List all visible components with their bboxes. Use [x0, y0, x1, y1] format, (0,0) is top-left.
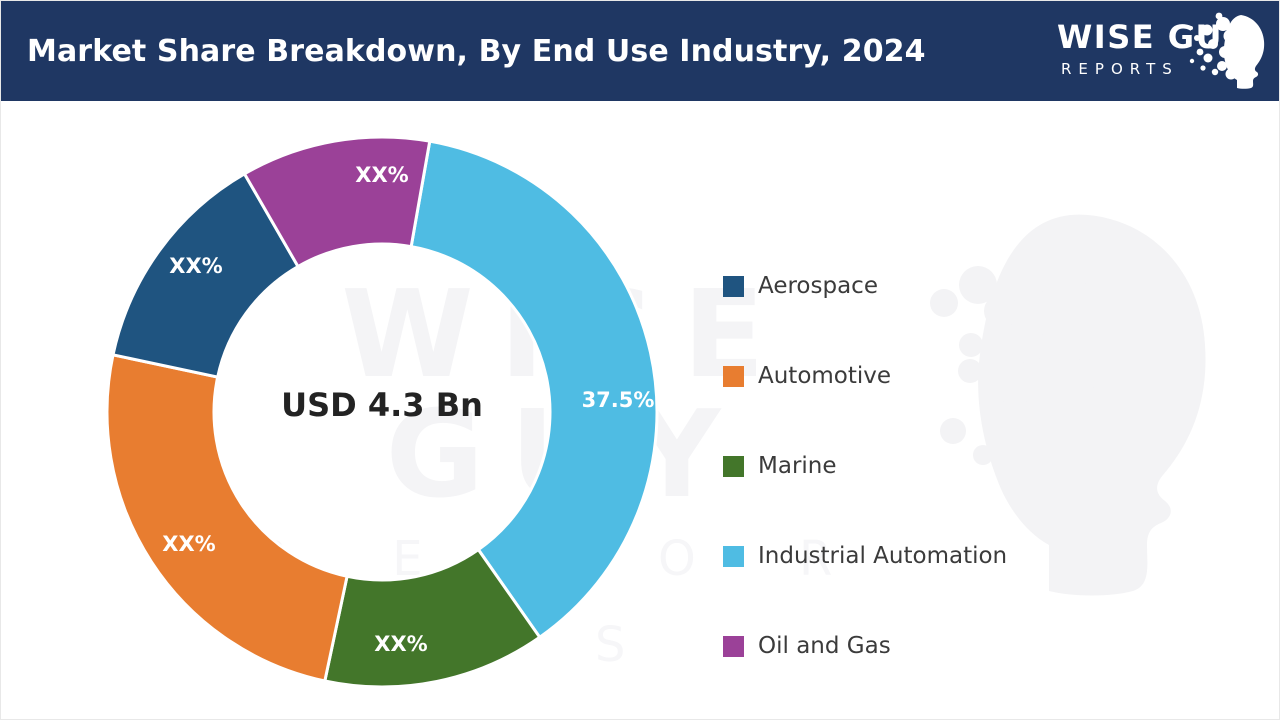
legend-swatch-icon [723, 545, 744, 567]
legend-item-label: Oil and Gas [758, 633, 891, 659]
slice-value-label: 37.5% [582, 388, 655, 412]
svg-text:REPORTS: REPORTS [1061, 60, 1179, 78]
legend-swatch-icon [723, 275, 744, 297]
svg-text:WISE GUY: WISE GUY [1057, 18, 1248, 56]
slice-value-label: XX% [374, 632, 427, 656]
chart-legend: Aerospace Automotive Marine Industrial Auto… [723, 241, 1143, 691]
legend-swatch-icon [723, 365, 744, 387]
wise-guy-reports-logo: WISE GUY REPORTS [1057, 12, 1265, 89]
legend-item-label: Marine [758, 453, 837, 479]
legend-item-marine[interactable]: Marine [723, 421, 1143, 511]
page-header: Market Share Breakdown, By End Use Indus… [1, 1, 1279, 101]
legend-swatch-icon [723, 455, 744, 477]
slice-value-label: XX% [169, 254, 222, 278]
legend-item-oil-and-gas[interactable]: Oil and Gas [723, 601, 1143, 691]
chart-area: WISE GUY R E P O R T S [1, 101, 1279, 719]
donut-slices [105, 135, 659, 689]
donut-slice-automotive[interactable] [105, 353, 349, 683]
donut-slice-industrial-automation[interactable] [409, 139, 659, 640]
legend-item-label: Aerospace [758, 273, 878, 299]
legend-swatch-icon [723, 635, 744, 657]
legend-item-automotive[interactable]: Automotive [723, 331, 1143, 421]
legend-item-aerospace[interactable]: Aerospace [723, 241, 1143, 331]
page-title: Market Share Breakdown, By End Use Indus… [27, 33, 926, 69]
donut-chart: 37.5% XX% XX% XX% XX% USD 4.3 Bn [1, 101, 721, 719]
legend-item-label: Industrial Automation [758, 543, 1008, 569]
donut-slice-labels: 37.5% XX% XX% XX% XX% [162, 163, 654, 656]
legend-item-industrial-automation[interactable]: Industrial Automation [723, 511, 1143, 601]
donut-svg: 37.5% XX% XX% XX% XX% [105, 135, 659, 689]
slice-value-label: XX% [162, 532, 215, 556]
legend-item-label: Automotive [758, 363, 892, 389]
slice-value-label: XX% [355, 163, 408, 187]
donut-center-value: USD 4.3 Bn [281, 386, 483, 424]
donut-slice-oil-and-gas[interactable] [242, 135, 432, 269]
